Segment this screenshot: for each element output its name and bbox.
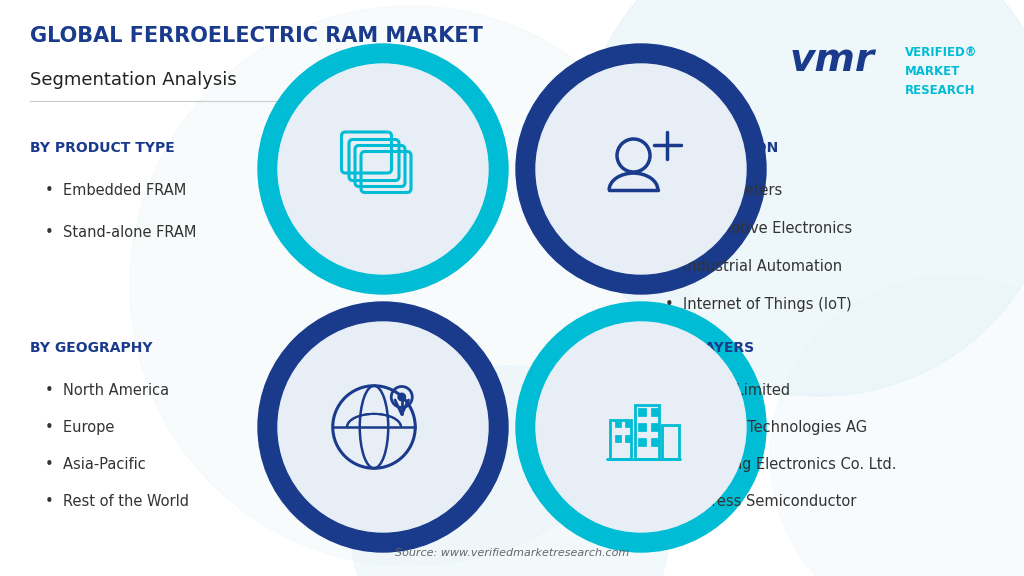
FancyBboxPatch shape	[625, 419, 631, 427]
Text: •  Internet of Things (IoT): • Internet of Things (IoT)	[665, 297, 852, 312]
FancyBboxPatch shape	[614, 419, 621, 427]
FancyBboxPatch shape	[650, 408, 658, 416]
Text: •  Fujitsu Limited: • Fujitsu Limited	[665, 383, 791, 398]
Text: •  Embedded FRAM: • Embedded FRAM	[45, 183, 186, 198]
Circle shape	[580, 0, 1024, 396]
Text: •  Asia-Pacific: • Asia-Pacific	[45, 457, 145, 472]
FancyBboxPatch shape	[614, 434, 621, 442]
FancyBboxPatch shape	[625, 434, 631, 442]
Circle shape	[398, 393, 406, 401]
Text: •  Cypress Semiconductor: • Cypress Semiconductor	[665, 494, 856, 509]
Circle shape	[258, 302, 508, 552]
Text: BY APPLICATION: BY APPLICATION	[650, 141, 778, 155]
FancyBboxPatch shape	[650, 438, 658, 446]
Text: vmr: vmr	[790, 41, 874, 79]
Text: Source: www.verifiedmarketresearch.com: Source: www.verifiedmarketresearch.com	[395, 548, 629, 558]
Text: •  Industrial Automation: • Industrial Automation	[665, 259, 842, 274]
Text: •  Stand-alone FRAM: • Stand-alone FRAM	[45, 225, 197, 240]
FancyBboxPatch shape	[650, 423, 658, 431]
Circle shape	[536, 322, 746, 532]
Text: •  North America: • North America	[45, 383, 169, 398]
Text: BY GEOGRAPHY: BY GEOGRAPHY	[30, 341, 153, 355]
FancyBboxPatch shape	[638, 423, 645, 431]
Circle shape	[130, 6, 690, 566]
Text: •  Samsung Electronics Co. Ltd.: • Samsung Electronics Co. Ltd.	[665, 457, 896, 472]
Circle shape	[770, 276, 1024, 576]
Circle shape	[516, 44, 766, 294]
Circle shape	[536, 64, 746, 274]
Text: Segmentation Analysis: Segmentation Analysis	[30, 71, 237, 89]
Text: VERIFIED®
MARKET
RESEARCH: VERIFIED® MARKET RESEARCH	[905, 46, 978, 97]
Text: BY PRODUCT TYPE: BY PRODUCT TYPE	[30, 141, 175, 155]
Circle shape	[278, 64, 488, 274]
Circle shape	[258, 44, 508, 294]
Text: •  Europe: • Europe	[45, 420, 115, 435]
FancyBboxPatch shape	[638, 438, 645, 446]
Text: •  Rest of the World: • Rest of the World	[45, 494, 189, 509]
Text: GLOBAL FERROELECTRIC RAM MARKET: GLOBAL FERROELECTRIC RAM MARKET	[30, 26, 483, 46]
Text: •  Automotive Electronics: • Automotive Electronics	[665, 221, 852, 236]
Text: •  Smart Meters: • Smart Meters	[665, 183, 782, 198]
Circle shape	[278, 322, 488, 532]
FancyBboxPatch shape	[638, 408, 645, 416]
Text: •  Infineon Technologies AG: • Infineon Technologies AG	[665, 420, 867, 435]
Circle shape	[350, 366, 670, 576]
Circle shape	[516, 302, 766, 552]
Text: KEY PLAYERS: KEY PLAYERS	[650, 341, 754, 355]
